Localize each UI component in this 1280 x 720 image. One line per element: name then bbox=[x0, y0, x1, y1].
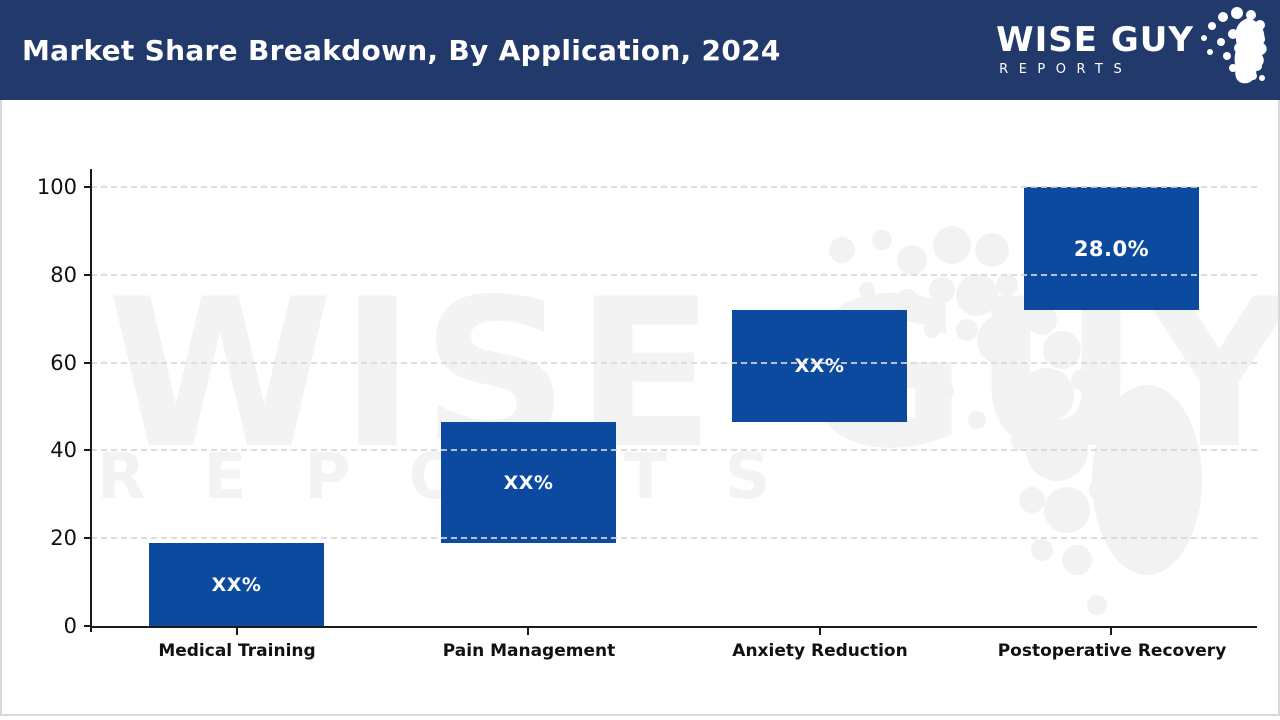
y-axis-tick-label: 80 bbox=[50, 263, 77, 287]
bar-postoperative-recovery: 28.0% bbox=[1024, 187, 1199, 310]
page-title: Market Share Breakdown, By Application, … bbox=[22, 33, 781, 67]
x-axis-category-label: Postoperative Recovery bbox=[997, 641, 1227, 661]
watermark-subtext: REPORTS bbox=[97, 445, 828, 509]
bar-anxiety-reduction: XX% bbox=[732, 310, 907, 422]
x-tick-mark bbox=[819, 628, 821, 635]
x-axis-category-label: Medical Training bbox=[158, 641, 316, 661]
logo-face-icon bbox=[1201, 7, 1267, 84]
x-axis-category-label: Pain Management bbox=[442, 641, 616, 661]
bar-value-label: 28.0% bbox=[1073, 236, 1150, 261]
x-axis-line bbox=[90, 626, 1257, 628]
y-axis-tick-label: 0 bbox=[63, 614, 77, 638]
gridline bbox=[91, 274, 1257, 276]
y-axis-tick-label: 20 bbox=[50, 526, 77, 550]
gridline bbox=[91, 186, 1257, 188]
x-axis-category-label: Anxiety Reduction bbox=[732, 641, 908, 661]
gridline bbox=[91, 362, 1257, 364]
chart-area: WISE GUY REPORTS XX%Medical TrainingXX%P… bbox=[0, 100, 1280, 716]
y-tick-mark bbox=[84, 537, 91, 539]
x-tick-mark bbox=[527, 628, 529, 635]
y-axis-tick-label: 60 bbox=[50, 351, 77, 375]
y-axis-tick-label: 100 bbox=[36, 175, 77, 199]
bar-value-label: XX% bbox=[794, 355, 845, 377]
logo-text: WISE GUY REPORTS bbox=[996, 21, 1194, 77]
y-axis-tick-label: 40 bbox=[50, 438, 77, 462]
header: Market Share Breakdown, By Application, … bbox=[0, 0, 1280, 100]
logo-subtext: REPORTS bbox=[999, 62, 1133, 77]
x-tick-mark bbox=[236, 628, 238, 635]
bar-value-label: XX% bbox=[503, 471, 554, 494]
logo: WISE GUY REPORTS bbox=[996, 6, 1268, 92]
y-tick-mark bbox=[84, 362, 91, 364]
y-tick-mark bbox=[84, 186, 91, 188]
bar-pain-management: XX% bbox=[441, 422, 616, 543]
gridline bbox=[91, 537, 1257, 539]
logo-wordmark: WISE GUY bbox=[996, 20, 1194, 60]
y-tick-mark bbox=[84, 449, 91, 451]
x-tick-mark bbox=[1110, 628, 1112, 635]
bar-medical-training: XX% bbox=[149, 543, 324, 626]
y-tick-mark bbox=[84, 274, 91, 276]
y-axis-line bbox=[90, 169, 92, 632]
bar-value-label: XX% bbox=[211, 573, 262, 596]
y-tick-mark bbox=[84, 625, 91, 627]
gridline bbox=[91, 449, 1257, 451]
